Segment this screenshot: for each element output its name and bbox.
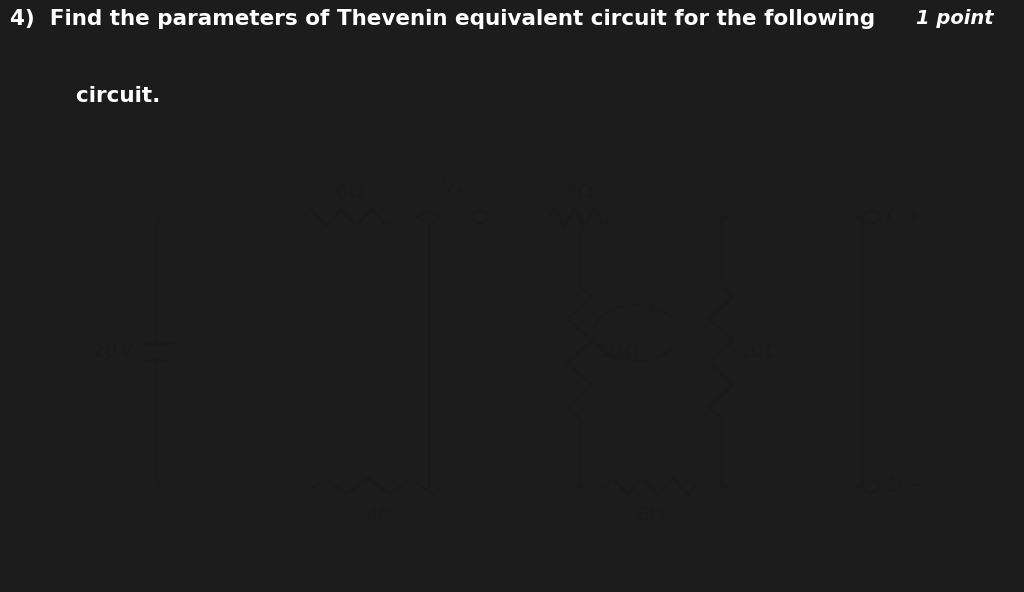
Text: $C+$: $C+$ (886, 207, 922, 227)
Text: $4\Omega$: $4\Omega$ (365, 506, 393, 525)
Text: $10\,\Omega$: $10\,\Omega$ (738, 342, 782, 361)
Text: circuit.: circuit. (46, 86, 161, 106)
Text: $I$: $I$ (649, 298, 656, 317)
Text: $6\Omega$: $6\Omega$ (636, 506, 665, 525)
Text: $6\Omega$: $6\Omega$ (335, 182, 364, 201)
Text: $4\Omega$: $4\Omega$ (565, 182, 594, 201)
Text: $10\,\Omega$: $10\,\Omega$ (597, 342, 641, 361)
Text: 4)  Find the parameters of Thevenin equivalent circuit for the following: 4) Find the parameters of Thevenin equiv… (10, 9, 876, 29)
Text: $D-$: $D-$ (886, 477, 924, 496)
Text: $V_A$: $V_A$ (440, 178, 464, 200)
Text: $20\,\mathrm{V}$: $20\,\mathrm{V}$ (92, 342, 135, 361)
Text: 1 point: 1 point (916, 9, 994, 28)
